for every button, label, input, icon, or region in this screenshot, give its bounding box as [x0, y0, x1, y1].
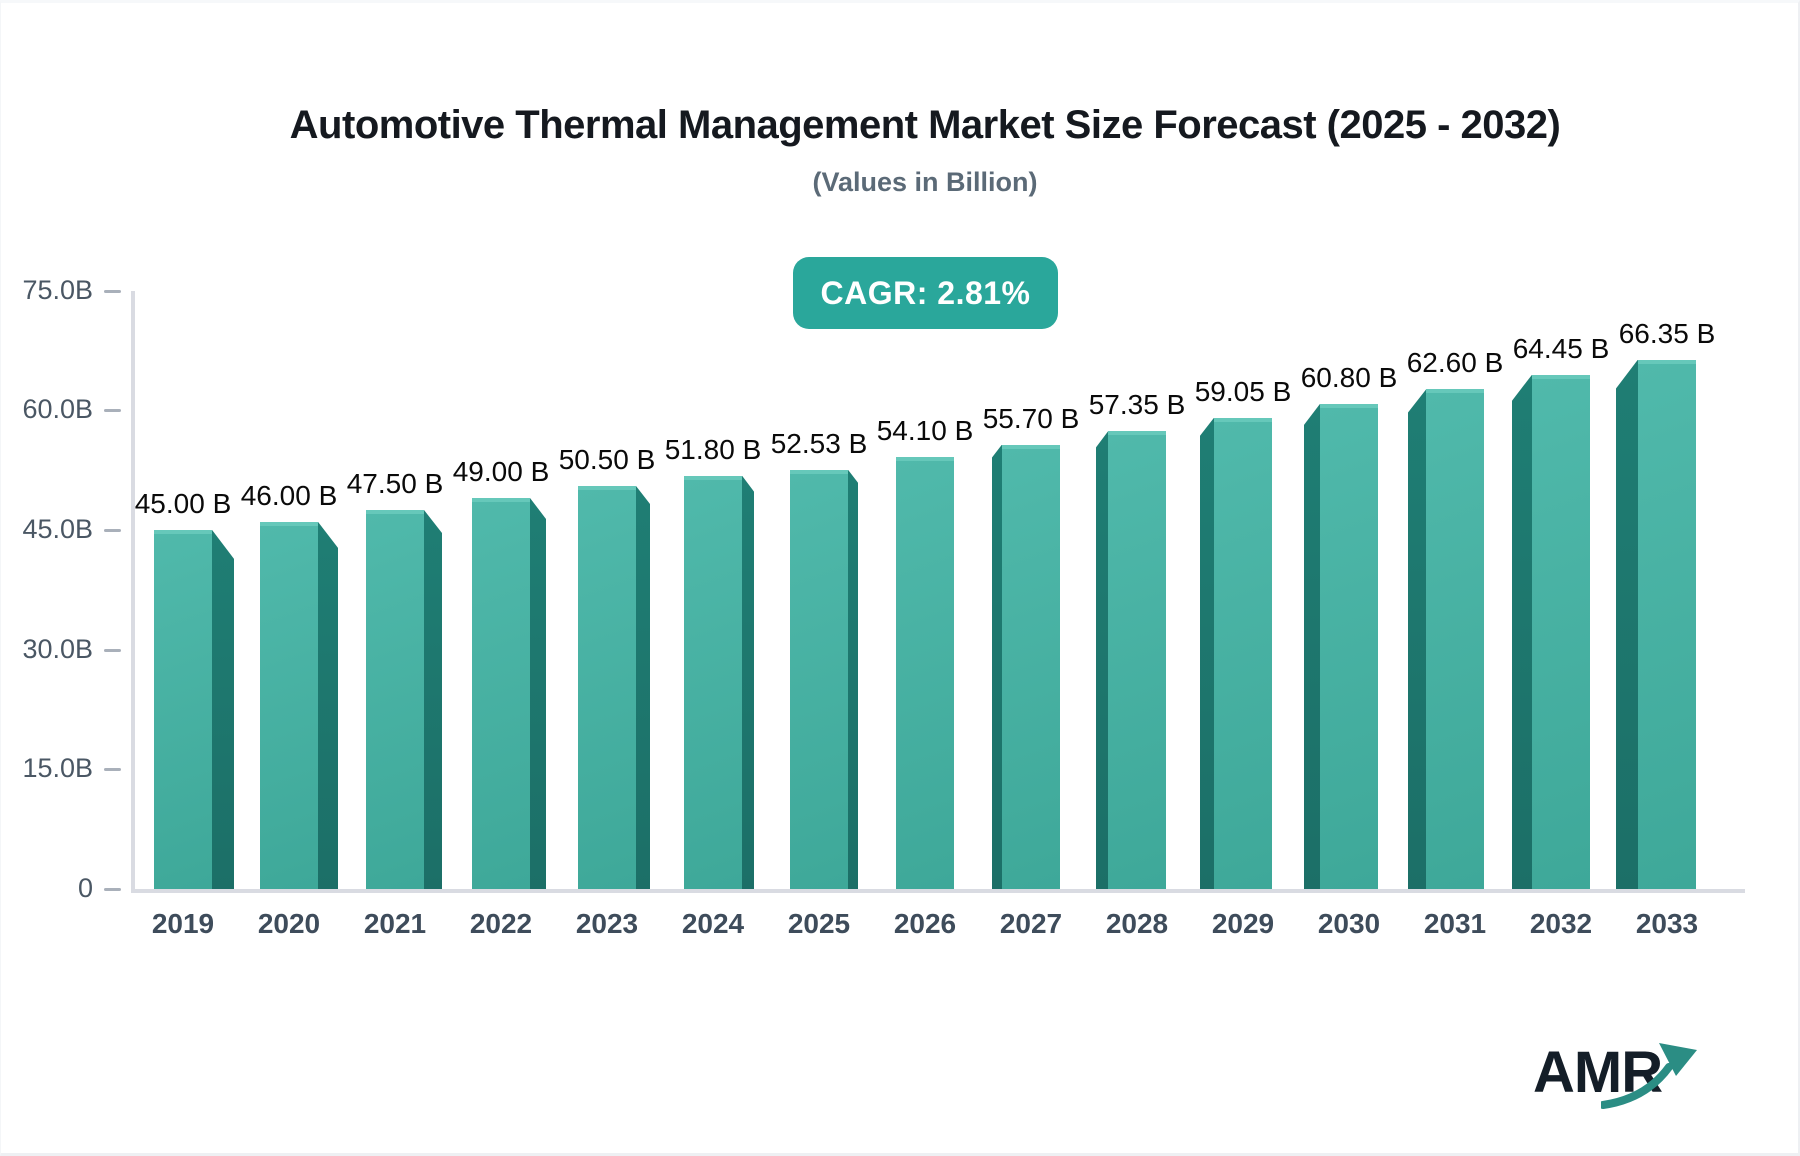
bar-side-face — [530, 497, 546, 889]
y-tick-mark — [104, 528, 121, 532]
x-tick-label: 2026 — [893, 908, 957, 939]
y-tick-mark — [104, 648, 121, 652]
cagr-badge: CAGR: 2.81% — [793, 257, 1058, 329]
bar-2023[interactable] — [578, 486, 636, 889]
bar-value-label: 66.35 B — [1618, 317, 1716, 349]
bar-side-face — [1512, 374, 1532, 889]
bar-side-face — [636, 486, 650, 889]
bar-2019[interactable] — [154, 529, 212, 889]
y-tick-mark — [104, 289, 121, 293]
bar-value-label: 51.80 B — [664, 433, 762, 465]
bar-side-face — [992, 444, 1002, 889]
y-tick-label: 60.0B — [22, 394, 93, 425]
amr-logo: AMR — [1533, 1039, 1733, 1129]
bar-value-label: 52.53 B — [770, 427, 868, 459]
bar-value-label: 60.80 B — [1300, 361, 1398, 393]
x-tick-label: 2023 — [575, 908, 639, 939]
chart-subtitle: (Values in Billion) — [812, 167, 1038, 197]
bar-2022[interactable] — [472, 497, 530, 889]
bar-2031[interactable] — [1426, 389, 1484, 889]
bar-2032[interactable] — [1532, 374, 1590, 889]
x-tick-label: 2020 — [257, 908, 321, 939]
bar-value-label: 59.05 B — [1194, 375, 1292, 407]
x-tick-label: 2029 — [1211, 908, 1275, 939]
x-tick-label: 2027 — [999, 908, 1063, 939]
bar-value-label: 46.00 B — [240, 479, 338, 511]
bar-2029[interactable] — [1214, 417, 1272, 889]
bar-2033[interactable] — [1638, 359, 1696, 889]
y-tick-label: 15.0B — [22, 753, 93, 784]
bar-side-face — [212, 529, 234, 889]
y-tick-label: 75.0B — [22, 274, 93, 305]
x-tick-label: 2025 — [787, 908, 851, 939]
x-tick-label: 2032 — [1529, 908, 1593, 939]
y-tick-label: 30.0B — [22, 633, 93, 664]
y-tick-mark — [104, 768, 121, 772]
bar-value-label: 50.50 B — [558, 444, 656, 475]
bar-side-face — [1616, 359, 1638, 889]
bar-value-label: 64.45 B — [1512, 332, 1610, 364]
y-axis-line — [131, 290, 135, 893]
x-tick-label: 2019 — [151, 908, 215, 939]
bar-2021[interactable] — [366, 509, 424, 889]
bar-side-face — [1408, 389, 1426, 889]
bar-value-label: 54.10 B — [876, 415, 974, 447]
y-tick-mark — [104, 888, 121, 891]
y-tick-mark — [104, 409, 121, 413]
amr-logo-arrow-icon — [1601, 1043, 1697, 1109]
bar-side-face — [1200, 417, 1214, 889]
x-tick-label: 2024 — [681, 908, 745, 939]
bar-2025[interactable] — [790, 469, 848, 889]
x-axis-line — [131, 889, 1745, 893]
bar-value-label: 62.60 B — [1406, 347, 1504, 379]
bar-2028[interactable] — [1108, 431, 1166, 889]
bar-value-label: 57.35 B — [1088, 389, 1186, 421]
bar-side-face — [848, 469, 858, 889]
bar-2030[interactable] — [1320, 403, 1378, 889]
bar-value-label: 45.00 B — [134, 487, 232, 519]
bar-side-face — [1304, 403, 1320, 889]
bar-2026[interactable] — [896, 457, 954, 889]
x-tick-label: 2028 — [1105, 908, 1169, 939]
y-tick-label: 45.0B — [22, 513, 93, 544]
bar-side-face — [742, 475, 754, 889]
bar-value-label: 47.50 B — [346, 467, 444, 499]
y-tick-label: 0 — [77, 873, 93, 903]
x-tick-label: 2031 — [1423, 908, 1487, 939]
x-tick-label: 2033 — [1635, 908, 1699, 939]
bar-value-label: 49.00 B — [452, 455, 550, 487]
bar-2020[interactable] — [260, 521, 318, 889]
x-tick-label: 2030 — [1317, 908, 1381, 939]
bar-2024[interactable] — [684, 475, 742, 889]
bar-side-face — [318, 521, 338, 889]
bar-side-face — [1096, 431, 1108, 889]
chart-title: Automotive Thermal Management Market Siz… — [289, 103, 1561, 147]
bar-value-label: 55.70 B — [982, 402, 1080, 434]
x-tick-label: 2021 — [363, 908, 427, 939]
x-tick-label: 2022 — [469, 908, 533, 939]
bar-side-face — [424, 509, 442, 889]
bar-2027[interactable] — [1002, 444, 1060, 889]
